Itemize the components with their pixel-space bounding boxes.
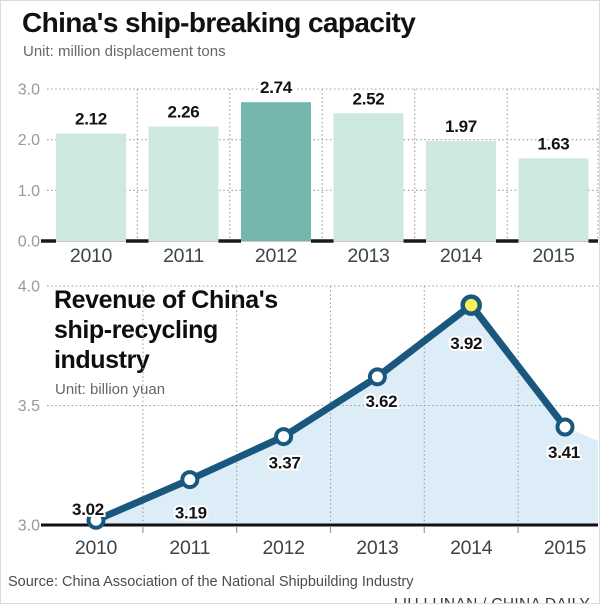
x-axis-year-label: 2015	[544, 537, 587, 559]
bar-chart: 2.12 2.26 2.74 2.52 1.97 1.63 3.0 2.0 1.0 0.0 2010…	[18, 76, 599, 267]
data-line	[92, 301, 569, 524]
data-point-2011	[180, 470, 200, 490]
x-axis-year-label: 2010	[75, 537, 118, 559]
x-axis-year-label: 2015	[532, 245, 575, 267]
bar-2010	[56, 133, 126, 241]
bar-value-label: 2.26	[168, 102, 200, 121]
x-axis-year-label: 2013	[347, 245, 389, 267]
bar-value-label: 1.97	[445, 117, 477, 136]
data-point-2012	[274, 427, 294, 447]
y-axis-tick-label: 4.0	[18, 279, 40, 296]
peak-data-point-2014	[460, 294, 482, 316]
x-axis-year-label: 2013	[356, 537, 398, 559]
point-value-label: 3.02	[72, 500, 104, 519]
data-point-2010	[86, 510, 106, 530]
bar-value-label: 1.63	[538, 134, 570, 153]
bar-value-label: 2.74	[260, 78, 293, 97]
point-value-label: 3.62	[365, 392, 397, 411]
bar-chart-unit-label: Unit: million displacement tons	[23, 43, 226, 60]
data-point-2013	[367, 367, 387, 387]
bar-2013	[333, 113, 404, 241]
x-axis-year-label: 2014	[440, 245, 483, 267]
x-axis-year-label: 2011	[169, 537, 210, 559]
x-axis-year-label: 2011	[163, 245, 204, 267]
point-value-label: 3.92	[450, 334, 482, 353]
y-axis-tick-label: 3.0	[18, 81, 40, 98]
y-axis-tick-label: 3.0	[18, 518, 40, 535]
y-axis-tick-label: 3.5	[18, 398, 40, 415]
point-value-label: 3.41	[548, 443, 580, 462]
credit-text: LIU LUNAN / CHINA DAILY	[393, 595, 590, 604]
line-chart: 3.02 3.19 3.37 3.62 3.92 3.41 4.0 3.5 3.0 2010 201…	[18, 279, 598, 559]
area-fill	[96, 305, 598, 525]
x-axis-year-label: 2012	[263, 537, 305, 559]
bar-value-label: 2.12	[75, 110, 107, 129]
point-value-label: 3.19	[175, 504, 207, 523]
bar-2015	[518, 158, 589, 241]
bar-2014	[426, 141, 496, 241]
bar-value-label: 2.52	[353, 89, 385, 108]
bar-2012	[241, 102, 311, 241]
y-axis-tick-label: 0.0	[18, 234, 40, 251]
x-axis-year-label: 2012	[255, 245, 297, 267]
y-axis-tick-label: 1.0	[18, 183, 40, 200]
x-axis-year-label: 2014	[450, 537, 493, 559]
source-text: Source: China Association of the Nationa…	[8, 573, 414, 590]
bar-2011	[148, 126, 219, 241]
page-title: China's ship-breaking capacity	[22, 7, 416, 38]
y-axis-tick-label: 2.0	[18, 132, 40, 149]
data-point-2015	[555, 417, 575, 437]
x-axis-year-label: 2010	[70, 245, 113, 267]
point-value-label: 3.37	[269, 454, 301, 473]
